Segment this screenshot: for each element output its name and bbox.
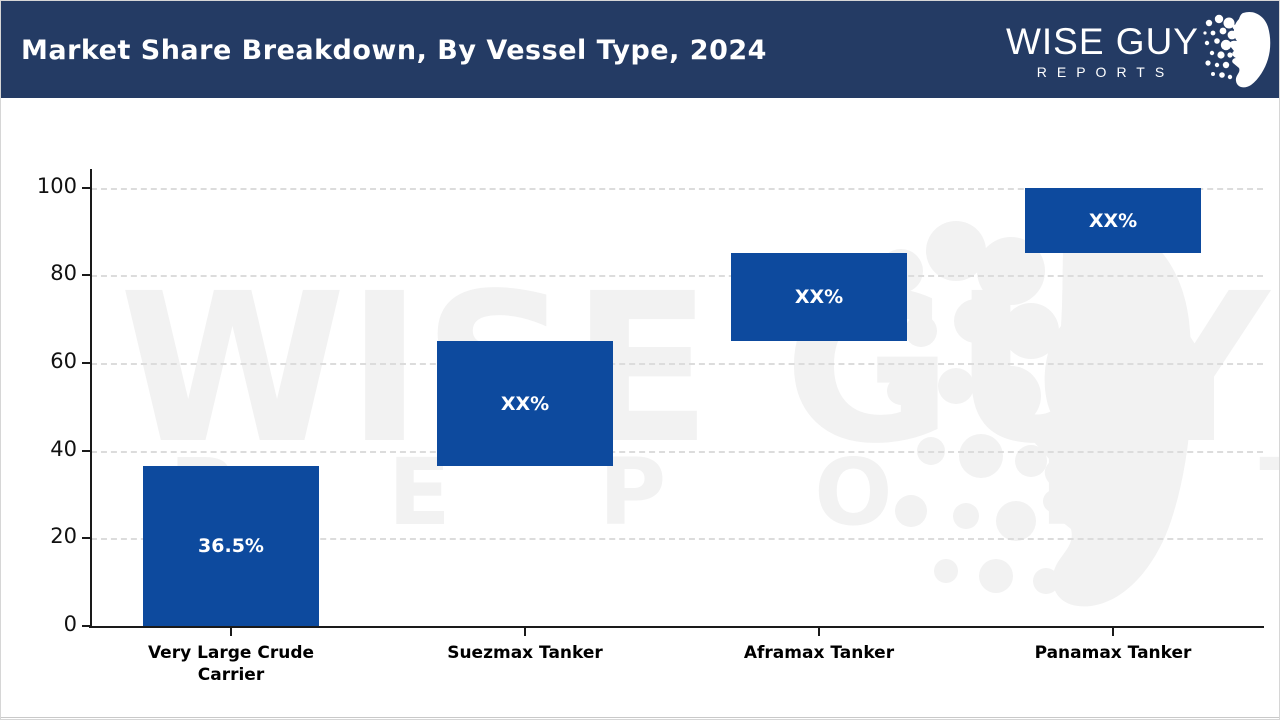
y-axis-line xyxy=(90,169,92,628)
x-tick-1 xyxy=(230,628,232,636)
bar-value-label: XX% xyxy=(500,392,550,415)
wise-guy-logo: WISE GUY REPORTS xyxy=(1006,9,1271,93)
bar-value-label: 36.5% xyxy=(198,535,264,557)
logo-text: WISE GUY REPORTS xyxy=(1005,21,1199,80)
gridline-20 xyxy=(91,538,1263,541)
category-label-2: Suezmax Tanker xyxy=(447,643,603,663)
x-axis-line xyxy=(89,626,1264,628)
page-title: Market Share Breakdown, By Vessel Type, … xyxy=(21,35,767,66)
logo-face-icon xyxy=(1203,11,1271,88)
bottom-border xyxy=(1,717,1279,718)
y-tick-label-80: 80 xyxy=(50,261,77,286)
category-label-1: Very Large Crude Carrier xyxy=(147,643,315,686)
category-label-4: Panamax Tanker xyxy=(1034,643,1192,663)
logo-subtitle: REPORTS xyxy=(1036,63,1175,80)
header-bar: Market Share Breakdown, By Vessel Type, … xyxy=(1,1,1279,98)
bar-value-label: XX% xyxy=(794,286,844,309)
y-tick-100 xyxy=(82,186,91,189)
bar-segment-3: XX% xyxy=(731,253,907,342)
y-tick-0 xyxy=(82,625,91,627)
y-tick-20 xyxy=(82,537,91,540)
logo-wordmark: WISE GUY xyxy=(1005,21,1199,62)
gridline-60 xyxy=(91,363,1263,366)
y-tick-label-0: 0 xyxy=(63,612,77,636)
y-tick-label-40: 40 xyxy=(50,436,77,461)
watermark-face-icon xyxy=(879,218,1191,607)
gridline-100 xyxy=(91,187,1263,190)
bar-segment-4: XX% xyxy=(1025,187,1201,254)
y-tick-40 xyxy=(82,449,91,452)
y-tick-label-20: 20 xyxy=(50,524,77,549)
gridline-40 xyxy=(91,450,1263,453)
y-tick-80 xyxy=(82,274,91,277)
bar-segment-1: 36.5% xyxy=(143,466,319,626)
bar-segment-2: XX% xyxy=(437,341,613,466)
gridline-80 xyxy=(91,275,1263,278)
y-tick-60 xyxy=(82,362,91,365)
y-tick-label-60: 60 xyxy=(50,349,77,374)
x-tick-3 xyxy=(818,628,820,636)
x-tick-2 xyxy=(524,628,526,636)
category-label-3: Aframax Tanker xyxy=(743,643,895,663)
bar-value-label: XX% xyxy=(1088,209,1138,232)
x-tick-4 xyxy=(1112,628,1114,636)
y-tick-label-100: 100 xyxy=(36,173,77,198)
